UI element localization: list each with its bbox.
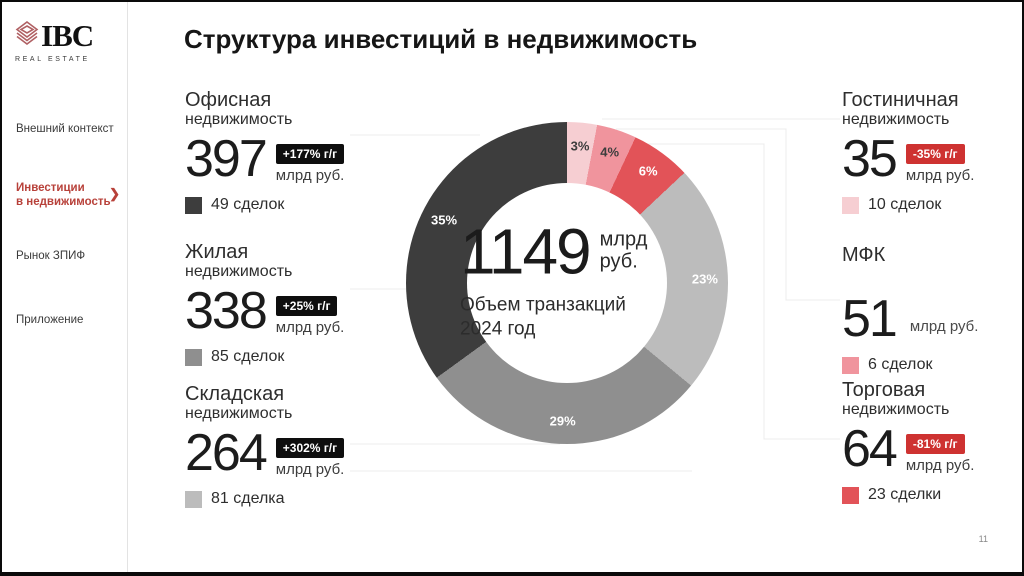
total-caption: Объем транзакций 2024 год	[460, 293, 674, 342]
block-unit: млрд руб.	[909, 318, 979, 336]
block-name: МФК	[842, 244, 886, 266]
total-unit-line1: млрд	[599, 228, 648, 251]
block-name2: недвижимость	[842, 401, 950, 418]
stat-block-warehouse: Складская недвижимость 264 +302% г/г млр…	[185, 384, 363, 508]
total-caption-line2: 2024 год	[460, 318, 536, 340]
legend-row: 81 сделка	[185, 490, 363, 508]
yoy-badge: +302% г/г	[275, 438, 345, 458]
block-value: 64	[842, 420, 898, 478]
logo-cube-icon	[15, 20, 39, 53]
stat-block-retail: Торговая недвижимость 64 -81% г/г млрд р…	[842, 380, 1020, 504]
block-name: Офисная	[185, 89, 272, 111]
nav-label: Инвестиции	[16, 182, 85, 194]
legend-row: 10 сделок	[842, 196, 1020, 214]
total-caption-line1: Объем транзакций	[460, 294, 626, 316]
logo: IBC REAL ESTATE	[15, 20, 120, 63]
block-name: Торговая	[842, 379, 926, 401]
deals-count: 49 сделок	[211, 196, 285, 214]
sidebar: IBC REAL ESTATE Внешний контекст Инвести…	[2, 2, 128, 572]
legend-color-swatch	[842, 486, 859, 504]
yoy-badge: +25% г/г	[275, 296, 338, 316]
block-value: 51	[842, 290, 898, 348]
legend-color-swatch	[185, 196, 202, 214]
yoy-badge: -35% г/г	[905, 144, 965, 164]
stat-block-hotel: Гостиничная недвижимость 35 -35% г/г млр…	[842, 90, 1020, 214]
donut-center: 1149 млрд руб. Объем транзакций 2024 год	[460, 215, 674, 343]
nav-label: в недвижимость	[16, 196, 111, 208]
chevron-right-icon: ❯	[109, 186, 120, 201]
donut-chart: 3% 4% 6% 23% 29% 35% 1149 млрд руб. Объем тра…	[406, 122, 728, 444]
legend-color-swatch	[842, 356, 859, 374]
deals-count: 81 сделка	[211, 490, 285, 508]
nav-label: Приложение	[16, 314, 84, 326]
block-unit: млрд руб.	[905, 167, 975, 184]
block-unit: млрд руб.	[275, 319, 345, 336]
block-value: 264	[185, 424, 268, 482]
logo-tagline: REAL ESTATE	[15, 56, 90, 63]
block-value: 338	[185, 282, 268, 340]
total-unit: млрд руб.	[600, 224, 648, 273]
sidebar-item-real-estate-investments[interactable]: Инвестиции в недвижимость ❯	[16, 181, 120, 209]
yoy-badge: +177% г/г	[275, 144, 345, 164]
logo-name: IBC	[41, 18, 94, 53]
block-name2: недвижимость	[185, 111, 293, 128]
sidebar-item-appendix[interactable]: Приложение	[16, 313, 120, 327]
legend-color-swatch	[842, 196, 859, 214]
block-name2: недвижимость	[185, 263, 293, 280]
block-name2: недвижимость	[185, 405, 293, 422]
legend-color-swatch	[185, 490, 202, 508]
page-title: Структура инвестиций в недвижимость	[184, 24, 698, 54]
segment-percent-label: 6%	[638, 163, 658, 179]
stat-block-mfc: МФК 51 млрд руб. 6 сделок	[842, 245, 1020, 374]
legend-row: 85 сделок	[185, 348, 363, 366]
stat-block-office: Офисная недвижимость 397 +177% г/г млрд …	[185, 90, 363, 214]
segment-percent-label: 23%	[691, 271, 718, 287]
block-unit: млрд руб.	[905, 457, 975, 474]
block-name2: недвижимость	[842, 111, 950, 128]
block-unit: млрд руб.	[275, 461, 345, 478]
legend-row: 23 сделки	[842, 486, 1020, 504]
total-value: 1149	[460, 215, 592, 288]
block-name: Гостиничная	[842, 89, 959, 111]
segment-percent-label: 35%	[431, 212, 458, 228]
block-name: Жилая	[185, 241, 249, 263]
segment-percent-label: 29%	[549, 413, 576, 429]
segment-percent-label: 3%	[570, 138, 590, 154]
total-unit-line2: руб.	[599, 250, 638, 273]
block-name: Складская	[185, 383, 285, 405]
legend-row: 6 сделок	[842, 356, 1020, 374]
legend-color-swatch	[185, 348, 202, 366]
sidebar-item-zpif-market[interactable]: Рынок ЗПИФ	[16, 249, 120, 263]
deals-count: 6 сделок	[868, 356, 933, 374]
deals-count: 23 сделки	[868, 486, 942, 504]
sidebar-item-external-context[interactable]: Внешний контекст	[16, 122, 120, 136]
legend-row: 49 сделок	[185, 196, 363, 214]
deals-count: 10 сделок	[868, 196, 942, 214]
block-value: 35	[842, 130, 898, 188]
block-unit: млрд руб.	[275, 167, 345, 184]
block-value: 397	[185, 130, 268, 188]
page-number: 11	[978, 534, 988, 544]
nav-label: Внешний контекст	[16, 123, 114, 135]
deals-count: 85 сделок	[211, 348, 285, 366]
stat-block-residential: Жилая недвижимость 338 +25% г/г млрд руб…	[185, 242, 363, 366]
segment-percent-label: 4%	[600, 144, 620, 160]
yoy-badge: -81% г/г	[905, 434, 965, 454]
nav-label: Рынок ЗПИФ	[16, 250, 86, 262]
